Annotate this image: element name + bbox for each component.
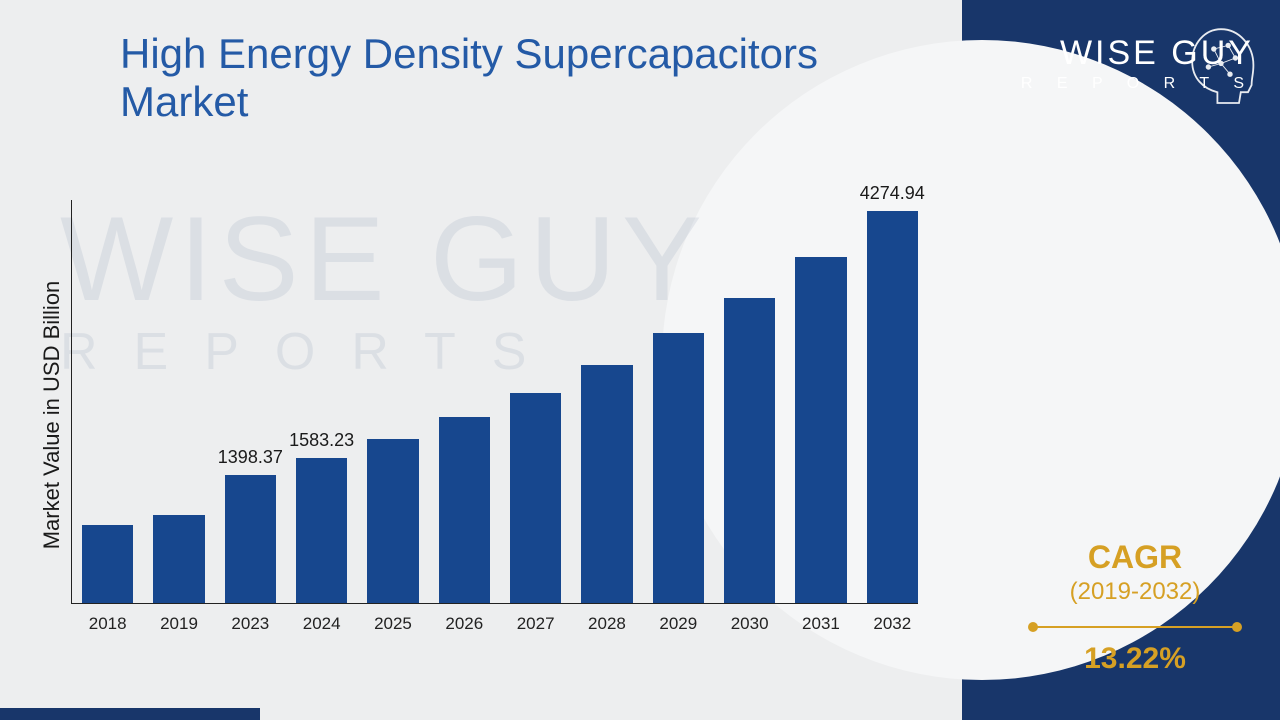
bars-container: 1398.37 1583.23 4274.94 bbox=[82, 200, 918, 603]
bar bbox=[82, 525, 133, 603]
bar bbox=[153, 515, 204, 603]
bar: 4274.94 bbox=[867, 211, 918, 603]
x-axis bbox=[72, 603, 918, 604]
bar-fill bbox=[795, 257, 846, 603]
bar-fill bbox=[581, 365, 632, 603]
bar bbox=[510, 393, 561, 603]
bar-fill bbox=[82, 525, 133, 603]
x-category-label: 2019 bbox=[153, 614, 204, 634]
bar-fill bbox=[867, 211, 918, 603]
logo-top-text: WISE GUY bbox=[1021, 34, 1254, 73]
bar-fill bbox=[510, 393, 561, 603]
cagr-value: 13.22% bbox=[1020, 642, 1250, 676]
bar bbox=[367, 439, 418, 603]
bar-fill bbox=[296, 458, 347, 603]
x-category-label: 2024 bbox=[296, 614, 347, 634]
bar-value-label: 4274.94 bbox=[860, 183, 925, 204]
x-category-label: 2027 bbox=[510, 614, 561, 634]
x-category-label: 2029 bbox=[653, 614, 704, 634]
brand-logo: WISE GUY R E P O R T S bbox=[1021, 34, 1254, 93]
bar-fill bbox=[439, 417, 490, 603]
x-category-label: 2018 bbox=[82, 614, 133, 634]
cagr-period: (2019-2032) bbox=[1020, 578, 1250, 606]
page: High Energy Density Supercapacitors Mark… bbox=[0, 0, 1280, 720]
cagr-divider bbox=[1032, 626, 1238, 628]
y-axis: Market Value in USD Billion bbox=[48, 200, 72, 604]
logo-bottom-text: R E P O R T S bbox=[1021, 75, 1254, 93]
x-category-label: 2026 bbox=[439, 614, 490, 634]
bar-fill bbox=[724, 298, 775, 603]
main-panel: High Energy Density Supercapacitors Mark… bbox=[0, 0, 962, 720]
bar-chart: Market Value in USD Billion 1398.37 1583.… bbox=[48, 160, 918, 640]
y-axis-label: Market Value in USD Billion bbox=[39, 215, 65, 615]
bar-fill bbox=[153, 515, 204, 603]
x-category-label: 2028 bbox=[581, 614, 632, 634]
bar: 1398.37 bbox=[225, 475, 276, 603]
bar bbox=[581, 365, 632, 603]
bar bbox=[724, 298, 775, 603]
bar: 1583.23 bbox=[296, 458, 347, 603]
bar bbox=[653, 333, 704, 603]
bar-fill bbox=[367, 439, 418, 603]
cagr-block: CAGR (2019-2032) 13.22% bbox=[1020, 539, 1250, 676]
x-category-label: 2025 bbox=[367, 614, 418, 634]
footer-accent-bar bbox=[0, 708, 260, 720]
bar-fill bbox=[653, 333, 704, 603]
chart-title: High Energy Density Supercapacitors Mark… bbox=[120, 30, 880, 127]
bar-fill bbox=[225, 475, 276, 603]
x-category-label: 2032 bbox=[867, 614, 918, 634]
x-category-label: 2031 bbox=[795, 614, 846, 634]
x-category-label: 2030 bbox=[724, 614, 775, 634]
bar-value-label: 1583.23 bbox=[289, 430, 354, 451]
cagr-label: CAGR bbox=[1020, 539, 1250, 576]
side-panel: WISE GUY R E P O R T S CAGR (2019-2032) … bbox=[962, 0, 1280, 720]
x-category-label: 2023 bbox=[225, 614, 276, 634]
x-categories: 2018 2019 2023 2024 2025 2026 2027 2028 2029 2030… bbox=[82, 614, 918, 634]
bar bbox=[795, 257, 846, 603]
bar bbox=[439, 417, 490, 603]
bar-value-label: 1398.37 bbox=[218, 447, 283, 468]
